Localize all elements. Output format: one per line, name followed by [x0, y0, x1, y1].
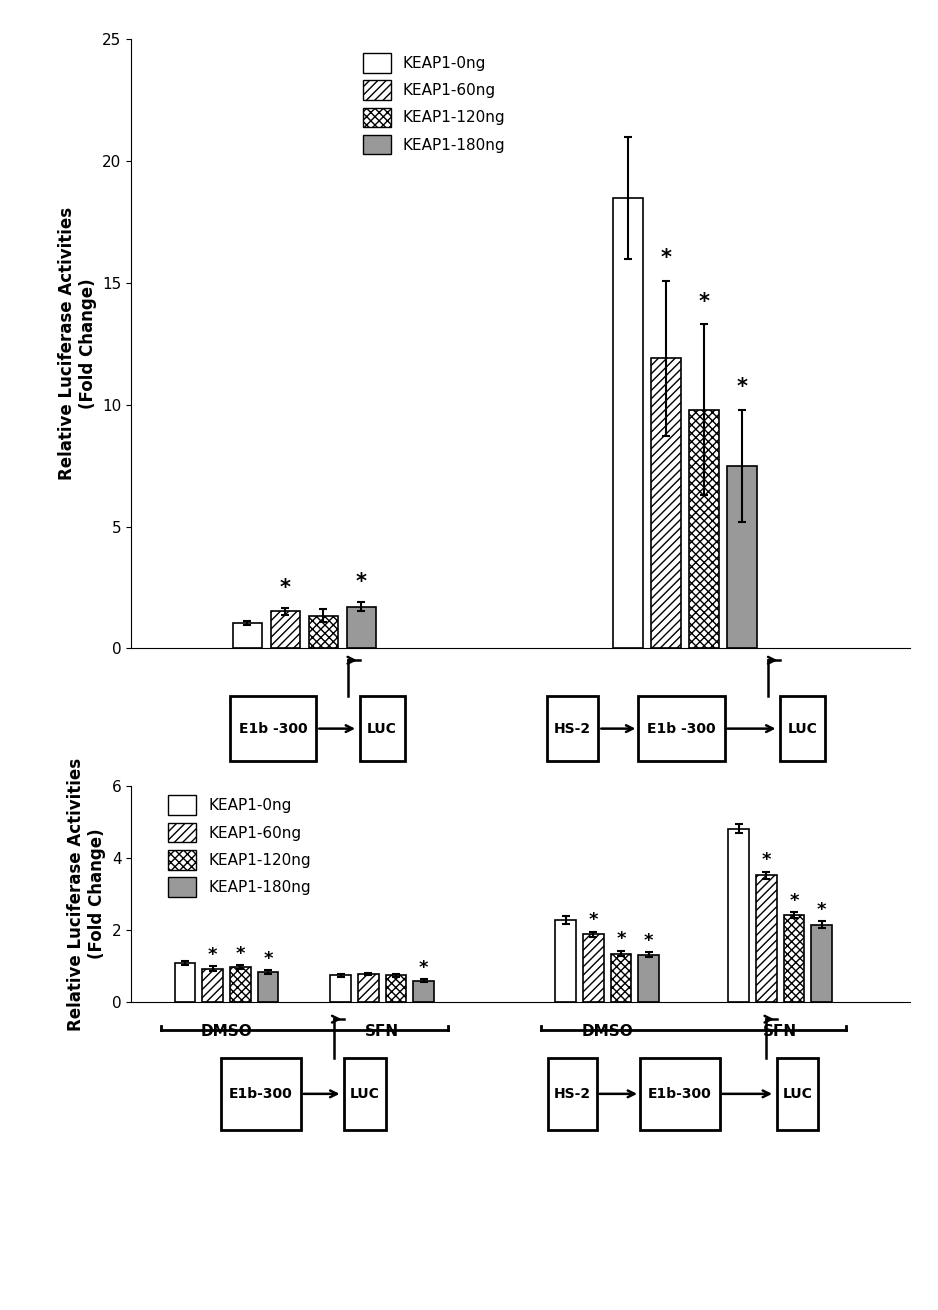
Text: LUC: LUC	[368, 722, 397, 736]
Legend: KEAP1-0ng, KEAP1-60ng, KEAP1-120ng, KEAP1-180ng: KEAP1-0ng, KEAP1-60ng, KEAP1-120ng, KEAP…	[162, 790, 317, 903]
Bar	[414, 980, 434, 1002]
Text: *: *	[789, 892, 798, 909]
Text: *: *	[616, 930, 626, 948]
Bar	[174, 963, 195, 1002]
Bar	[547, 696, 598, 761]
Text: E1b-300: E1b-300	[648, 1087, 712, 1100]
Text: *: *	[264, 950, 273, 968]
Bar	[549, 1058, 597, 1129]
Text: DMSO: DMSO	[201, 1024, 252, 1040]
Bar	[640, 1058, 719, 1129]
Text: *: *	[419, 959, 429, 976]
Bar	[811, 925, 832, 1002]
Text: *: *	[660, 249, 672, 269]
Bar	[230, 696, 316, 761]
Bar	[309, 616, 338, 648]
Bar	[344, 1058, 386, 1129]
Legend: KEAP1-0ng, KEAP1-60ng, KEAP1-120ng, KEAP1-180ng: KEAP1-0ng, KEAP1-60ng, KEAP1-120ng, KEAP…	[357, 47, 511, 161]
Bar	[347, 607, 376, 648]
Bar	[780, 696, 825, 761]
Text: HS-2: HS-2	[554, 1087, 591, 1100]
Bar	[638, 696, 725, 761]
Bar	[230, 967, 250, 1002]
Text: E1b -300: E1b -300	[239, 722, 308, 736]
Bar	[330, 975, 351, 1002]
Text: SFN: SFN	[763, 1024, 797, 1040]
Bar	[777, 1058, 818, 1129]
Text: E1b -300: E1b -300	[647, 722, 716, 736]
Text: *: *	[736, 377, 748, 397]
Bar	[233, 622, 262, 648]
Bar	[651, 359, 681, 648]
Text: *: *	[356, 572, 367, 592]
Text: *: *	[643, 931, 654, 950]
Bar	[638, 955, 659, 1002]
Bar	[756, 875, 777, 1002]
Text: DMSO: DMSO	[582, 1024, 633, 1040]
Text: *: *	[699, 292, 709, 312]
Bar	[611, 954, 631, 1002]
Bar	[270, 612, 300, 648]
Bar	[386, 976, 406, 1002]
Text: *: *	[588, 912, 598, 929]
Bar	[203, 968, 223, 1002]
Bar	[358, 975, 379, 1002]
Bar	[728, 828, 749, 1002]
Y-axis label: Relative Luciferase Activities
(Fold Change): Relative Luciferase Activities (Fold Cha…	[68, 757, 106, 1031]
Bar	[689, 410, 719, 648]
Text: *: *	[208, 946, 218, 964]
Bar	[258, 972, 279, 1002]
Text: SFN: SFN	[365, 1024, 400, 1040]
Text: *: *	[762, 852, 771, 870]
Y-axis label: Relative Luciferase Activities
(Fold Change): Relative Luciferase Activities (Fold Cha…	[58, 207, 97, 481]
Text: *: *	[817, 901, 826, 918]
Bar	[359, 696, 404, 761]
Text: LUC: LUC	[350, 1087, 380, 1100]
Bar	[727, 466, 757, 648]
Text: HS-2: HS-2	[554, 722, 591, 736]
Text: LUC: LUC	[782, 1087, 812, 1100]
Bar	[555, 920, 576, 1002]
Bar	[221, 1058, 301, 1129]
Text: *: *	[280, 578, 291, 597]
Text: *: *	[235, 945, 245, 963]
Bar	[783, 914, 804, 1002]
Text: LUC: LUC	[788, 722, 818, 736]
Text: E1b-300: E1b-300	[229, 1087, 293, 1100]
Bar	[582, 934, 604, 1002]
Bar	[613, 198, 643, 648]
